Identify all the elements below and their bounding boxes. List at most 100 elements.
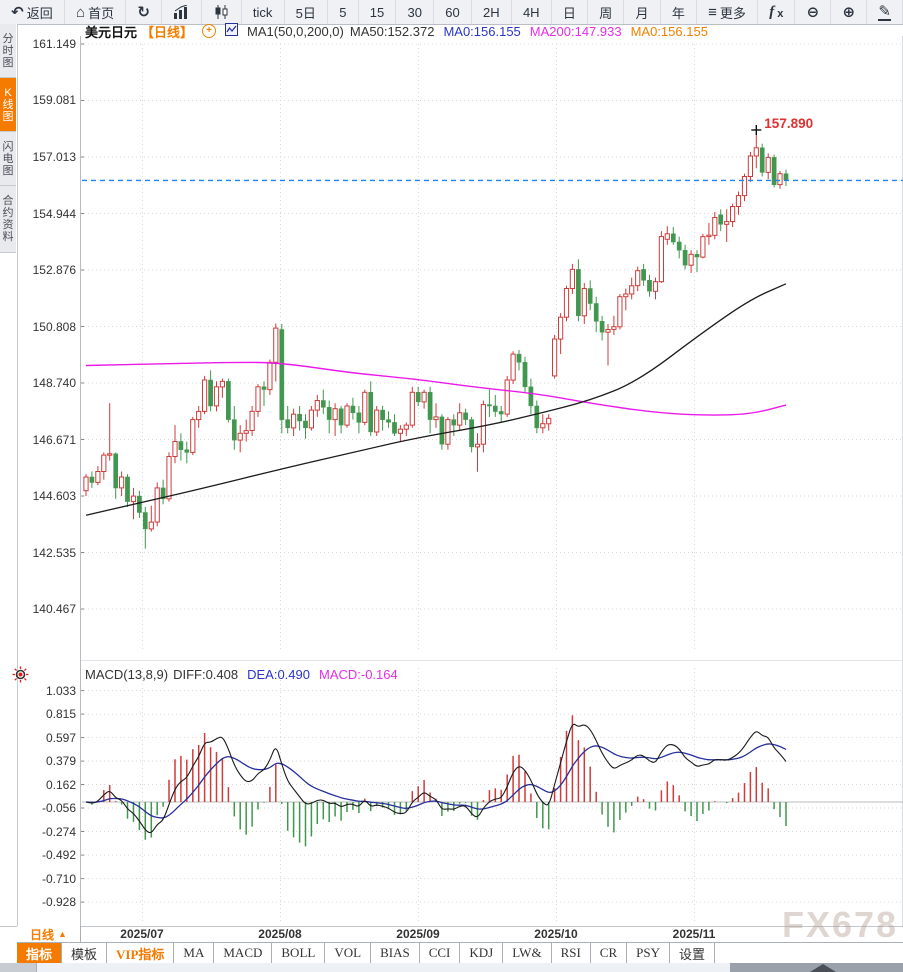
- candle: [546, 414, 552, 431]
- candle: [599, 315, 605, 341]
- toolbar-button-tick[interactable]: tick: [242, 0, 285, 24]
- zoom-out-icon: ⊖: [806, 3, 820, 21]
- indicator-tab-指标[interactable]: 指标: [17, 943, 63, 963]
- indicator-tab-模板[interactable]: 模板: [62, 943, 108, 963]
- sidebar-tab-合约资料[interactable]: 合约资料: [0, 186, 16, 253]
- toolbar-home-icon[interactable]: ⌂ 首页: [65, 0, 127, 24]
- toolbar-button-30[interactable]: 30: [396, 0, 435, 24]
- candle: [273, 323, 279, 382]
- macd-dea-value: DEA:0.490: [247, 666, 310, 682]
- indicator-tab-MACD[interactable]: MACD: [214, 943, 273, 963]
- indicator-tab-BOLL[interactable]: BOLL: [272, 943, 326, 963]
- mini-chart-icon[interactable]: [225, 23, 239, 39]
- ma50-value: MA50:152.372: [349, 23, 435, 39]
- indicator-tab-VIP指标[interactable]: VIP指标: [107, 943, 175, 963]
- candle: [629, 277, 635, 300]
- candle: [593, 296, 599, 333]
- indicator-tab-LW&[interactable]: LW&: [503, 943, 552, 963]
- toolbar-refresh-icon[interactable]: ↻: [126, 0, 163, 24]
- add-favorite-icon[interactable]: +: [202, 24, 217, 38]
- indicator-tab-设置[interactable]: 设置: [670, 943, 716, 963]
- toolbar-button-5[interactable]: 5: [328, 0, 359, 24]
- period-dropdown[interactable]: 日线 ▲: [17, 926, 81, 942]
- candle: [724, 209, 730, 242]
- indicator-tab-PSY[interactable]: PSY: [627, 943, 670, 963]
- toolbar-button-年[interactable]: 年: [661, 0, 697, 24]
- toolbar-candle-chart-icon[interactable]: [202, 0, 242, 24]
- scrollbar-stepper[interactable]: [0, 963, 37, 972]
- candle: [510, 351, 516, 385]
- candle: [670, 227, 676, 245]
- indicator-tab-MA[interactable]: MA: [174, 943, 215, 963]
- macd-params: MACD(13,8,9): [85, 666, 169, 682]
- zoom-in-icon: ⊕: [842, 3, 856, 21]
- candle: [694, 250, 700, 273]
- candle: [783, 169, 789, 186]
- candle: [457, 403, 463, 431]
- sidebar-tab-分时图[interactable]: 分时图: [0, 24, 16, 78]
- candle: [113, 452, 119, 499]
- candle: [255, 384, 261, 417]
- toolbar-bar-chart-icon[interactable]: [162, 0, 203, 24]
- toolbar-button-月[interactable]: 月: [624, 0, 661, 24]
- candle: [101, 452, 107, 480]
- toolbar-button-4H[interactable]: 4H: [512, 0, 552, 24]
- indicator-tab-CCI[interactable]: CCI: [420, 943, 461, 963]
- candle: [213, 381, 220, 412]
- scrollbar-grip-icon[interactable]: [810, 964, 836, 972]
- y-axis-label: -0.274: [41, 824, 76, 839]
- candle: [184, 441, 190, 464]
- toolbar-button-15[interactable]: 15: [359, 0, 397, 24]
- indicator-tab-KDJ[interactable]: KDJ: [460, 943, 504, 963]
- y-axis-label: 157.013: [32, 149, 76, 164]
- candle: [605, 324, 611, 366]
- candle: [392, 414, 397, 436]
- candle: [279, 324, 285, 434]
- sidebar-tab-闪电图[interactable]: 闪电图: [0, 132, 16, 186]
- toolbar-button-2H[interactable]: 2H: [472, 0, 512, 24]
- candle: [338, 406, 344, 434]
- candle: [409, 386, 415, 428]
- toolbar-button-日[interactable]: 日: [552, 0, 589, 24]
- candle: [540, 414, 546, 434]
- candle: [368, 381, 374, 436]
- horizontal-scrollbar[interactable]: [0, 963, 903, 972]
- candle: [504, 375, 510, 417]
- toolbar-button-60[interactable]: 60: [434, 0, 472, 24]
- indicator-tab-BIAS[interactable]: BIAS: [371, 943, 420, 963]
- x-axis-label: 2025/11: [672, 927, 716, 941]
- candle: [747, 151, 753, 182]
- toolbar-label: 周: [599, 5, 613, 21]
- symbol-name: 美元日元: [85, 24, 138, 40]
- y-axis-label: 146.671: [32, 432, 76, 447]
- candle: [652, 277, 659, 300]
- ma-settings-label: MA1(50,0,200,0): [247, 23, 344, 39]
- x-axis-label: 2025/09: [396, 927, 440, 941]
- candle: [498, 406, 504, 423]
- candlestick-chart-canvas[interactable]: 157.890: [80, 36, 903, 926]
- toolbar-label: 5日: [295, 5, 316, 21]
- indicator-toggle-sun-icon[interactable]: [12, 666, 29, 688]
- candle: [89, 471, 95, 488]
- toolbar-menu-icon[interactable]: ≡ 更多: [697, 0, 759, 24]
- indicator-tab-CR[interactable]: CR: [591, 943, 628, 963]
- toolbar-button-周[interactable]: 周: [588, 0, 625, 24]
- toolbar-zoom-in-icon[interactable]: ⊕: [831, 0, 868, 24]
- candle: [688, 250, 694, 273]
- indicator-tab-RSI[interactable]: RSI: [552, 943, 591, 963]
- candle: [451, 414, 457, 436]
- candle: [718, 209, 724, 232]
- ma0-orange-value: MA0:156.155: [630, 23, 708, 39]
- macd-diff-line: [85, 723, 787, 834]
- candle: [522, 356, 528, 393]
- toolbar-button-5日[interactable]: 5日: [285, 0, 329, 24]
- toolbar-zoom-out-icon[interactable]: ⊖: [795, 0, 832, 24]
- toolbar-back-icon[interactable]: ↶ 返回: [0, 0, 65, 24]
- indicator-tab-VOL[interactable]: VOL: [325, 943, 372, 963]
- toolbar-label: 4H: [522, 4, 540, 20]
- toolbar-pencil-icon[interactable]: ✎: [867, 0, 903, 24]
